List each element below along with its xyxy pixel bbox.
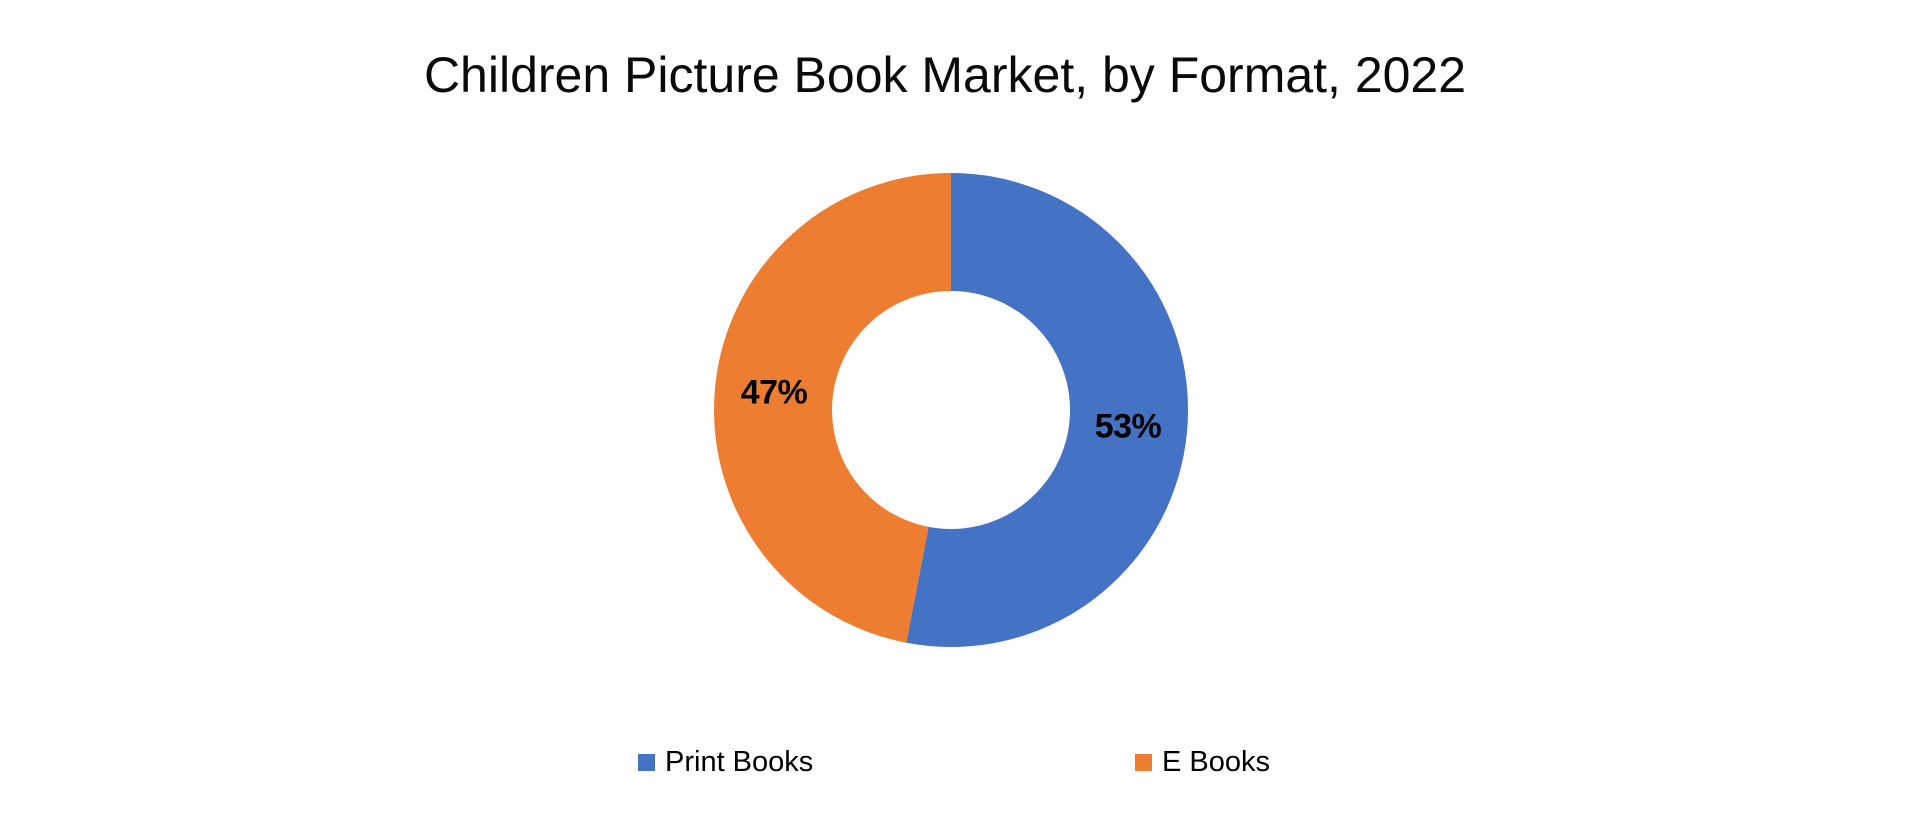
donut-chart	[714, 173, 1188, 647]
legend-item-print-books: Print Books	[638, 746, 813, 779]
pie-slice-e-books	[714, 173, 1188, 647]
chart-title: Children Picture Book Market, by Format,…	[423, 47, 1467, 103]
legend-item-e-books: E Books	[1135, 746, 1270, 779]
data-label-print-books: 53%	[1094, 407, 1162, 446]
legend-label-e-books: E Books	[1162, 746, 1270, 778]
data-label-e-books: 47%	[740, 373, 808, 412]
legend-swatch-print-books-icon	[638, 754, 655, 771]
legend-swatch-e-books-icon	[1135, 754, 1152, 771]
legend-label-print-books: Print Books	[665, 746, 814, 778]
